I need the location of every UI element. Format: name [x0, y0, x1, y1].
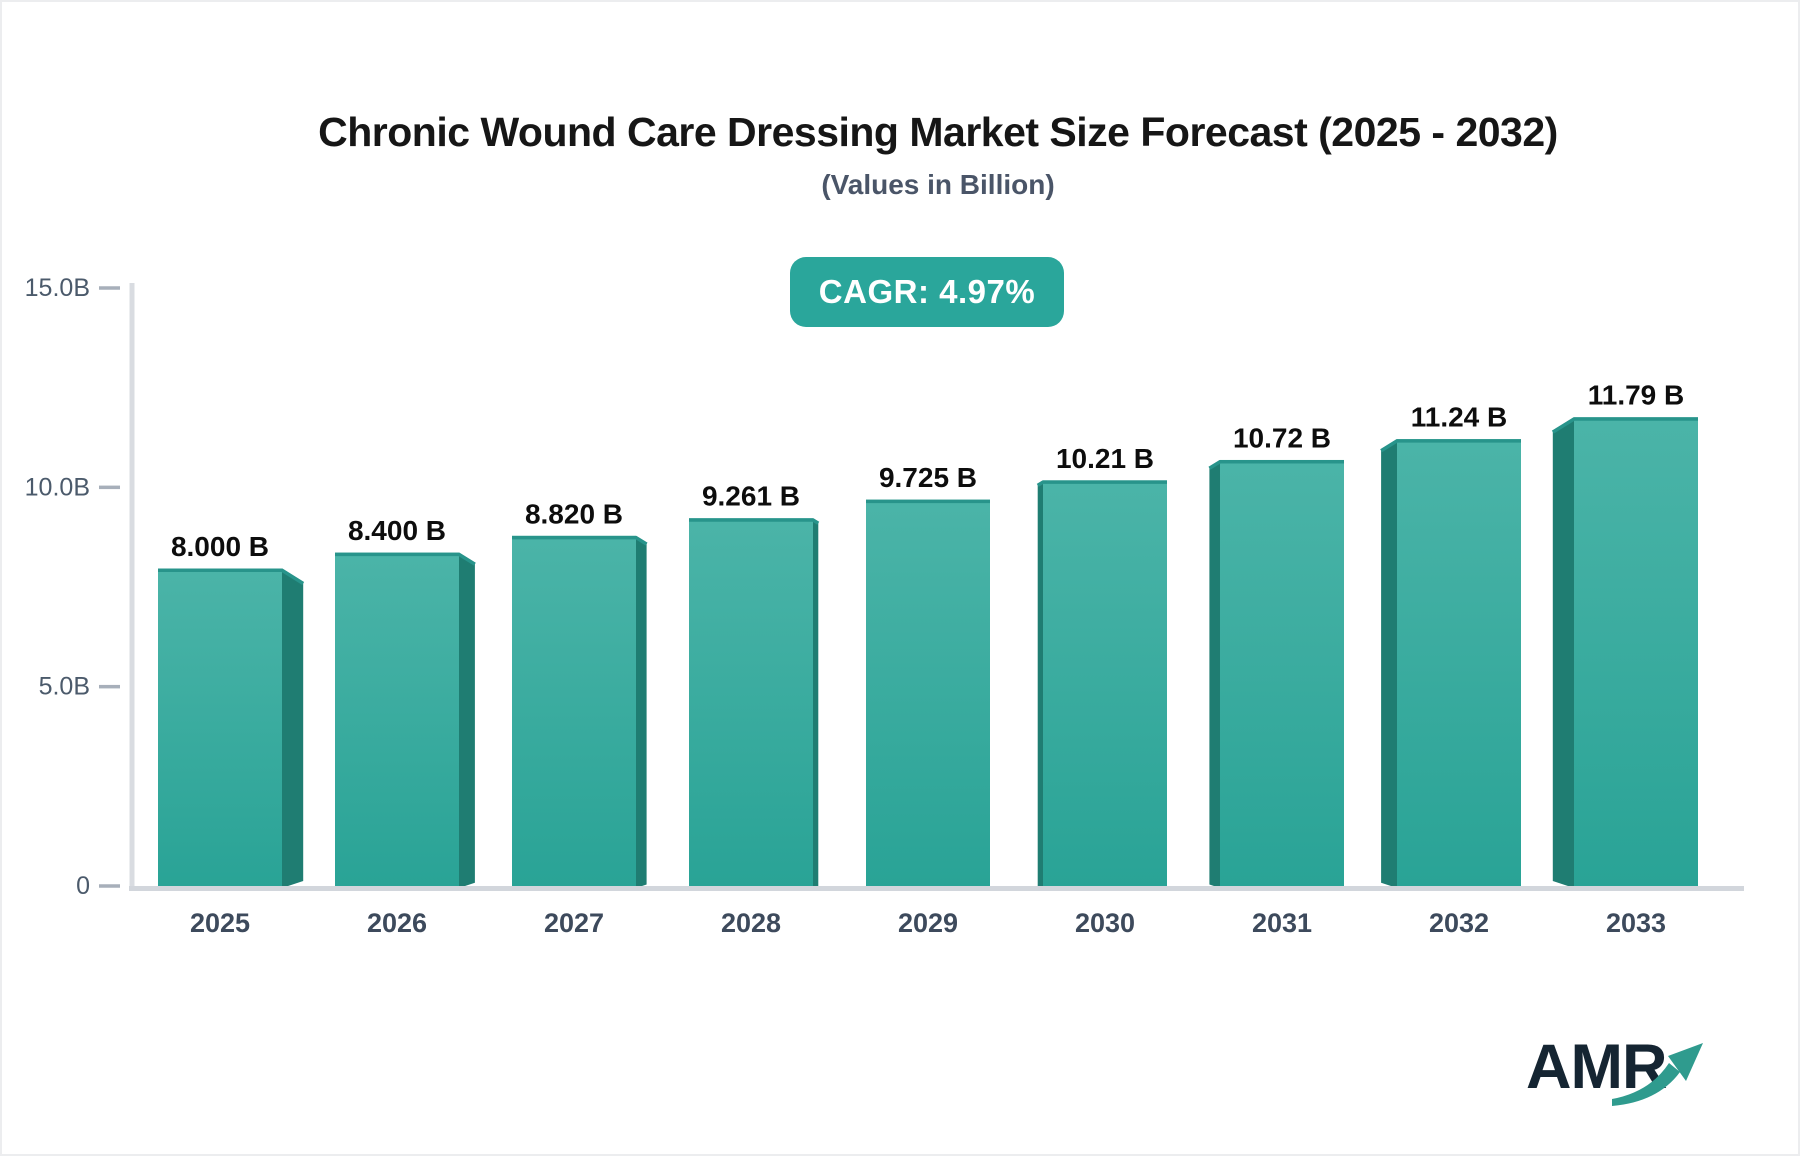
bar-value-label: 8.400 B: [348, 515, 446, 546]
cagr-badge: CAGR: 4.97%: [790, 257, 1064, 327]
cagr-badge-label: CAGR: 4.97%: [818, 273, 1036, 310]
x-axis-label: 2030: [1075, 908, 1135, 938]
bar-value-label: 8.000 B: [171, 531, 269, 562]
bar-top-edge: [512, 535, 648, 546]
y-tick-label: 10.0B: [25, 473, 90, 501]
y-tick-mark: [99, 884, 120, 888]
y-axis-line: [129, 283, 135, 888]
bar-2026[interactable]: [335, 552, 459, 888]
bar-side-face: [1381, 439, 1397, 888]
bar-value-label: 11.24 B: [1411, 402, 1508, 433]
bar-value-label: 9.261 B: [702, 481, 800, 512]
x-axis-label: 2027: [544, 908, 604, 938]
bar-top-edge: [1551, 417, 1698, 434]
bar-side-face: [813, 518, 819, 888]
bar-side-face: [459, 552, 475, 888]
x-axis-label: 2032: [1429, 908, 1489, 938]
x-baseline: [129, 886, 1744, 891]
bar-2033[interactable]: [1574, 417, 1698, 888]
x-axis-label: 2028: [721, 908, 781, 938]
bar-2027[interactable]: [512, 535, 636, 888]
bar-side-face: [1037, 480, 1043, 888]
arrow-head: [1668, 1043, 1703, 1081]
bar-value-label: 10.72 B: [1233, 422, 1331, 453]
amr-logo: AMR: [1512, 1022, 1732, 1132]
bar-top-edge: [689, 518, 820, 525]
y-tick-mark: [99, 684, 120, 689]
bar-2025[interactable]: [158, 568, 282, 888]
bar-2028[interactable]: [689, 518, 813, 888]
bar-2029[interactable]: [866, 499, 990, 888]
bar-value-label: 10.21 B: [1056, 443, 1154, 474]
x-axis-label: 2033: [1606, 908, 1666, 938]
bar-top-edge: [335, 552, 476, 566]
y-tick-label: 0: [76, 872, 90, 900]
bar-top-edge: [1380, 439, 1521, 453]
bar-side-face: [1552, 417, 1574, 888]
x-axis-label: 2031: [1252, 908, 1312, 938]
chart-title: Chronic Wound Care Dressing Market Size …: [318, 109, 1558, 155]
bar-top-edge: [1036, 480, 1167, 487]
chart-subtitle: (Values in Billion): [821, 169, 1055, 200]
bar-2032[interactable]: [1397, 439, 1521, 888]
chart-header: Chronic Wound Care Dressing Market Size …: [132, 108, 1744, 201]
bar-side-face: [1209, 459, 1220, 888]
y-tick-mark: [99, 286, 120, 290]
x-axis-label: 2026: [367, 908, 427, 938]
y-tick-mark: [99, 485, 120, 490]
arrow-swoosh: [1612, 1063, 1680, 1106]
bar-value-label: 8.820 B: [525, 498, 623, 529]
bar-side-face: [282, 568, 304, 888]
bar-top-edge: [1208, 459, 1344, 470]
bar-side-face: [636, 535, 647, 888]
x-axis-label: 2025: [190, 908, 250, 938]
bar-value-label: 9.725 B: [879, 462, 977, 493]
bar-value-label: 11.79 B: [1588, 380, 1685, 411]
growth-arrow-icon: [1612, 1043, 1703, 1106]
bar-2031[interactable]: [1220, 459, 1344, 888]
x-axis-label: 2029: [898, 908, 958, 938]
y-tick-label: 5.0B: [39, 673, 90, 701]
bar-top-edge: [158, 568, 305, 585]
y-tick-label: 15.0B: [25, 274, 90, 302]
bar-2030[interactable]: [1043, 480, 1167, 888]
